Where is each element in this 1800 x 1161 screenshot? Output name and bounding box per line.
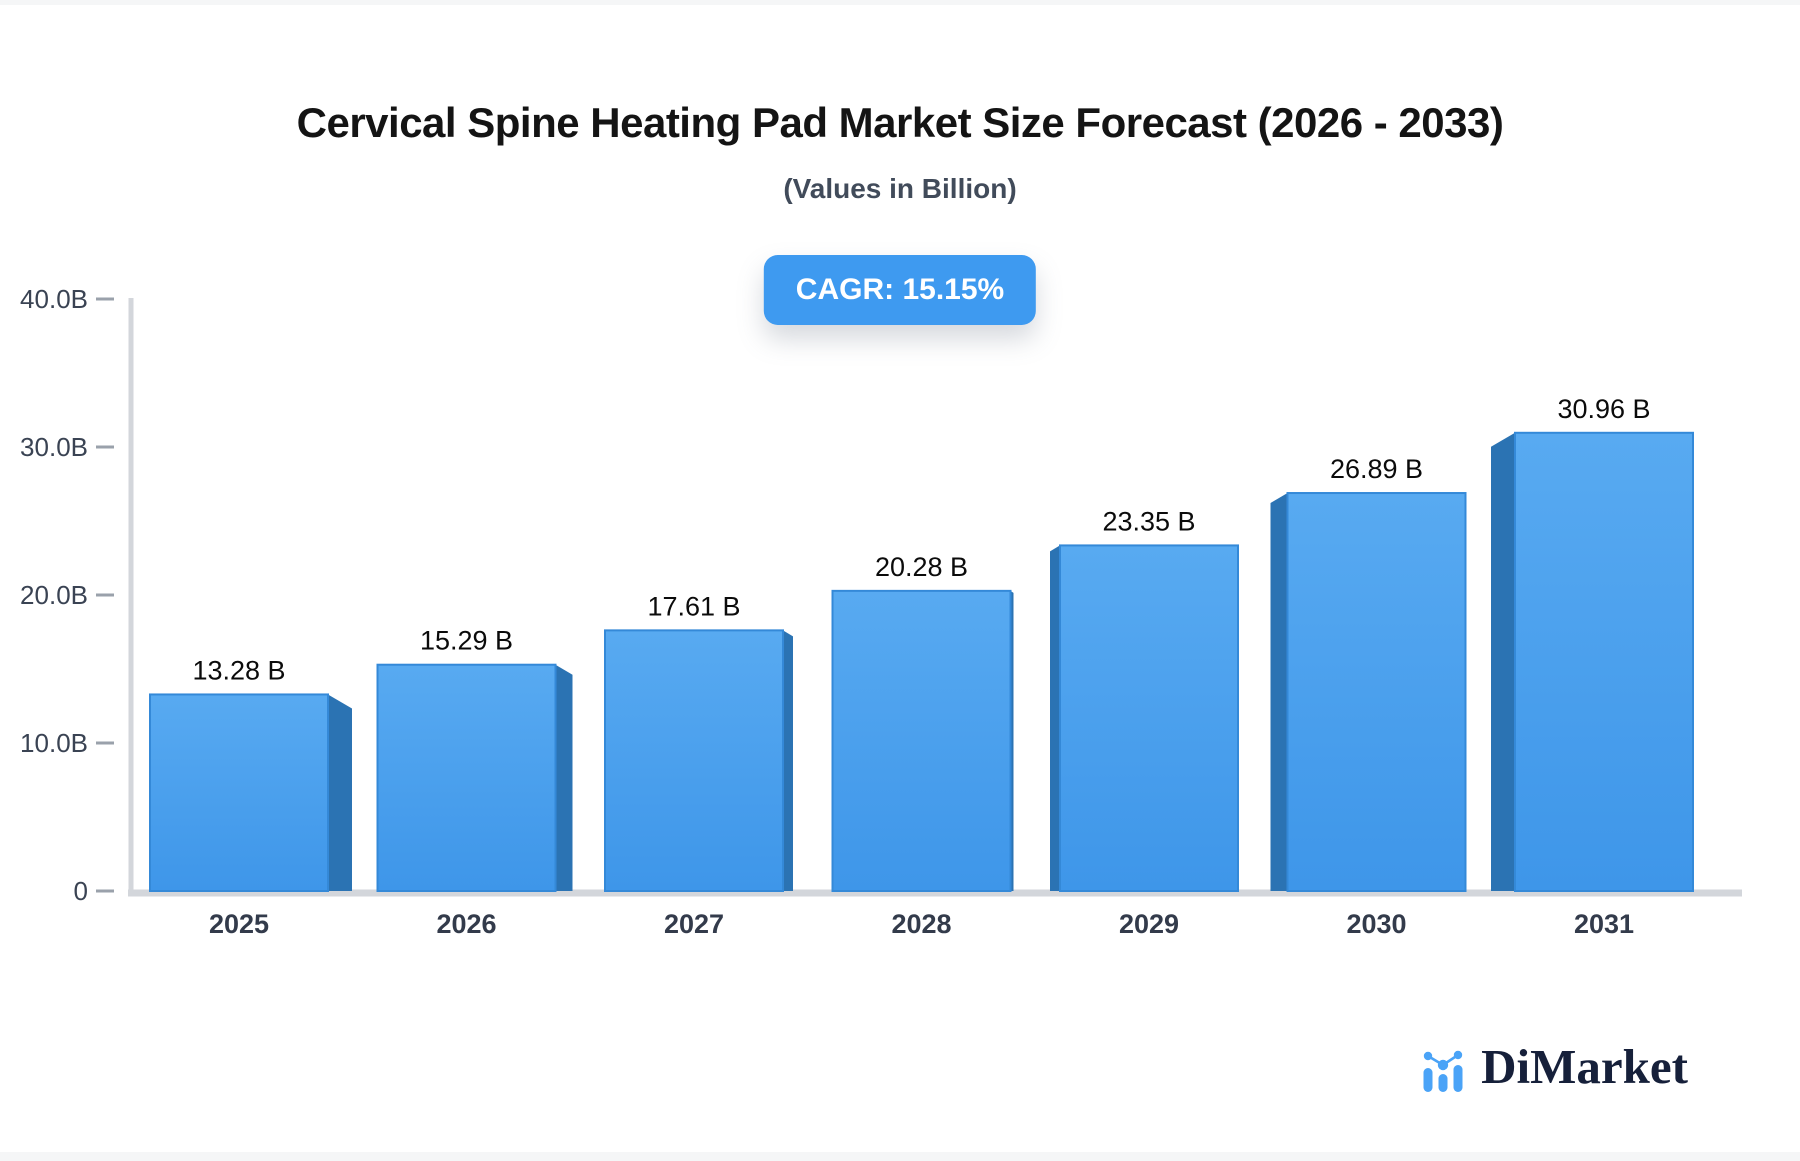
- x-category-label: 2028: [891, 909, 951, 939]
- x-category-label: 2026: [436, 909, 496, 939]
- bar-group-2027: 17.61 B: [605, 591, 793, 891]
- bar-group-2026: 15.29 B: [378, 626, 573, 891]
- bar-group-2030: 26.89 B: [1271, 454, 1466, 891]
- bar-2030: [1288, 493, 1466, 891]
- bar-2025: [150, 694, 328, 891]
- x-category-label: 2025: [209, 909, 269, 939]
- x-category-label: 2027: [664, 909, 724, 939]
- y-tick-label: 40.0B: [20, 284, 88, 314]
- bar-2027: [605, 630, 783, 891]
- bar-side-panel: [1491, 433, 1515, 891]
- bar-2029: [1060, 545, 1238, 891]
- logo-text: DiMarket: [1481, 1041, 1688, 1093]
- bar-side-panel: [328, 694, 352, 891]
- x-category-label: 2029: [1119, 909, 1179, 939]
- bar-chart-plot: 0 10.0B 20.0B 30.0B 40.0B 13.28 B 2025 15.29 B 2…: [0, 5, 1800, 1161]
- chart-card: Cervical Spine Heating Pad Market Size F…: [0, 5, 1800, 1152]
- bar-value-label: 26.89 B: [1330, 454, 1423, 484]
- dimarket-logo: DiMarket: [1420, 1041, 1688, 1093]
- bar-group-2025: 13.28 B: [150, 655, 352, 891]
- bar-value-label: 23.35 B: [1102, 506, 1195, 536]
- bar-chart-with-dots-icon: [1420, 1047, 1468, 1093]
- bar-value-label: 15.29 B: [420, 626, 513, 656]
- bar-side-panel: [1050, 545, 1060, 891]
- x-category-label: 2031: [1574, 909, 1634, 939]
- bar-group-2028: 20.28 B: [833, 552, 1014, 891]
- bar-side-panel: [556, 665, 573, 891]
- y-tick-label: 10.0B: [20, 728, 88, 758]
- bar-value-label: 17.61 B: [647, 591, 740, 621]
- bar-2028: [833, 591, 1011, 891]
- bar-side-panel: [1271, 493, 1288, 891]
- bar-value-label: 13.28 B: [192, 655, 285, 685]
- y-tick-label: 30.0B: [20, 432, 88, 462]
- y-tick-label: 0: [74, 876, 88, 906]
- bar-group-2031: 30.96 B: [1491, 394, 1693, 891]
- bar-2031: [1515, 433, 1693, 891]
- bar-side-panel: [783, 630, 793, 891]
- bar-value-label: 30.96 B: [1557, 394, 1650, 424]
- x-category-label: 2030: [1346, 909, 1406, 939]
- bar-group-2029: 23.35 B: [1050, 506, 1238, 891]
- bar-value-label: 20.28 B: [875, 552, 968, 582]
- bar-2026: [378, 665, 556, 891]
- y-tick-label: 20.0B: [20, 580, 88, 610]
